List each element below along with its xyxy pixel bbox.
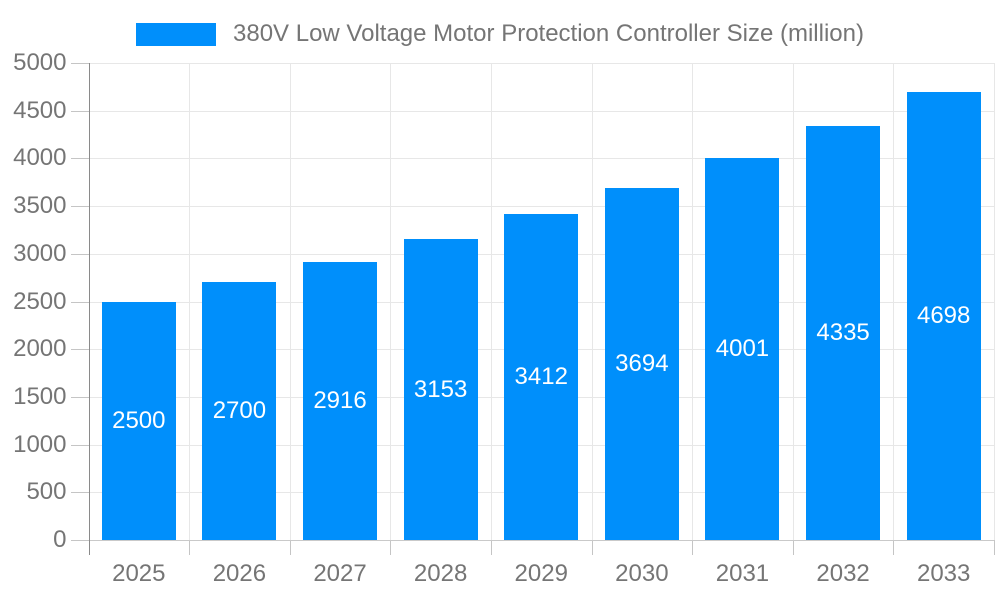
x-axis-line [88,540,994,541]
gridline-horizontal [88,206,994,208]
y-axis-tick [70,158,89,160]
y-axis-tick [70,63,89,64]
bar-2029[interactable]: 3412 [504,214,579,540]
y-tick-label: 1500 [13,382,67,410]
bar-value-label: 3694 [615,349,669,377]
y-axis-tick [70,540,89,541]
legend-label: 380V Low Voltage Motor Protection Contro… [233,20,864,47]
y-axis-tick [70,110,89,112]
gridline-horizontal [88,158,994,160]
gridline-vertical [692,63,694,540]
bar-value-label: 2500 [112,406,166,434]
y-tick-label: 0 [53,526,67,553]
bar-value-label: 3153 [413,375,468,403]
x-axis-tick [189,540,191,555]
gridline-vertical [591,63,593,540]
x-axis-tick [994,540,995,555]
bar-2030[interactable]: 3694 [604,187,679,540]
y-axis-tick [70,253,89,255]
x-tick-label: 2030 [615,560,669,587]
y-axis-tick [70,492,89,494]
bar-2025[interactable]: 2500 [101,301,176,540]
y-tick-label: 500 [26,478,67,506]
gridline-vertical [189,63,191,540]
bar-2033[interactable]: 4698 [906,91,981,540]
bar-2031[interactable]: 4001 [705,158,780,540]
y-tick-label: 3500 [13,192,67,220]
bar-value-label: 2916 [313,386,367,414]
gridline-vertical [390,63,392,540]
x-tick-label: 2032 [816,560,870,587]
bar-value-label: 4698 [916,301,971,329]
gridline-vertical [792,63,794,540]
x-tick-label: 2029 [514,560,568,587]
x-axis-tick [893,540,895,555]
legend-marker-icon [136,22,217,46]
x-tick-label: 2028 [413,560,468,587]
x-tick-label: 2033 [916,560,971,587]
y-tick-label: 4500 [13,96,67,124]
x-tick-label: 2025 [112,560,166,587]
y-tick-label: 3000 [13,239,67,267]
x-axis-tick [390,540,392,555]
y-axis-tick [70,206,89,208]
x-axis-tick [692,540,694,555]
gridline-vertical [893,63,895,540]
y-axis-line [88,63,90,555]
legend[interactable]: 380V Low Voltage Motor Protection Contro… [0,20,1000,48]
x-tick-label: 2027 [313,560,367,587]
gridline-horizontal [88,110,994,112]
bar-2027[interactable]: 2916 [303,261,378,540]
x-axis-tick [591,540,593,555]
bar-2026[interactable]: 2700 [202,282,277,540]
gridline-vertical [289,63,291,540]
y-tick-label: 5000 [13,49,67,76]
gridline-horizontal [88,63,994,64]
y-tick-label: 1000 [13,430,67,458]
gridline-vertical [490,63,492,540]
y-tick-label: 2500 [13,287,67,315]
bar-2032[interactable]: 4335 [806,126,881,540]
bar-2028[interactable]: 3153 [403,239,478,540]
y-axis-tick [70,444,89,446]
x-tick-label: 2026 [212,560,267,587]
y-axis-tick [70,349,89,351]
y-tick-label: 4000 [13,144,67,172]
plot-area: 0 500 1000 1500 2000 2500 3000 3500 4000 4500 5000… [13,50,995,587]
bar-value-label: 4335 [816,319,870,347]
y-axis-tick [70,396,89,398]
y-tick-label: 2000 [13,335,67,363]
x-axis-tick [792,540,794,555]
y-axis-tick [70,301,89,303]
x-axis-tick [490,540,492,555]
gridline-vertical [994,63,995,540]
bar-value-label: 4001 [715,335,770,363]
bar-value-label: 3412 [514,363,568,391]
x-axis-tick [289,540,291,555]
x-tick-label: 2031 [715,560,770,587]
bar-value-label: 2700 [212,397,267,425]
